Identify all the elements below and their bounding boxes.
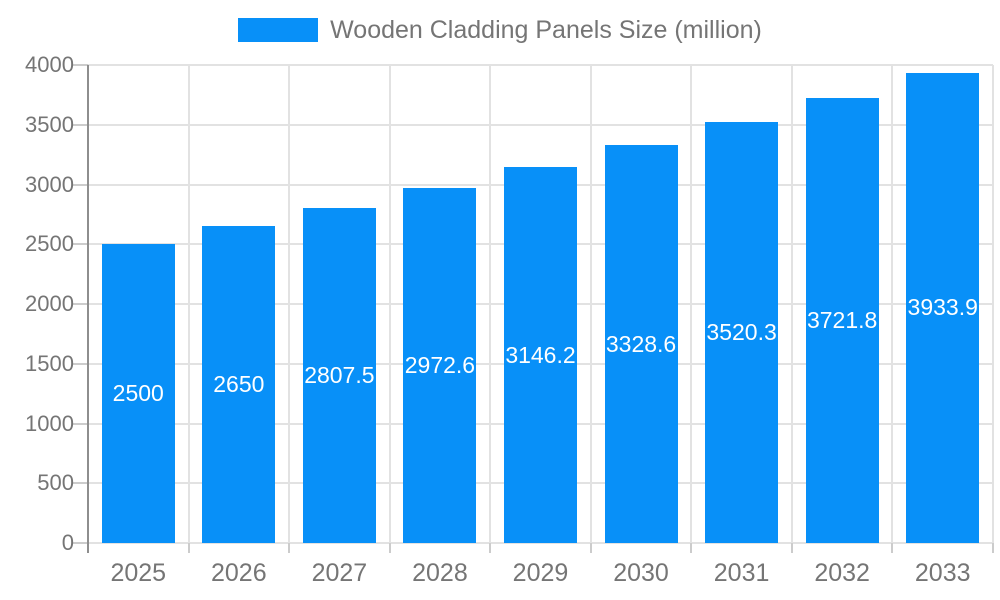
y-axis-tick	[73, 243, 88, 246]
y-axis-tick	[73, 123, 88, 126]
legend[interactable]: Wooden Cladding Panels Size (million)	[0, 14, 1000, 46]
bar-value-label: 2972.6	[404, 351, 476, 378]
y-axis-label: 3000	[25, 171, 74, 197]
y-axis-label: 1000	[25, 410, 74, 436]
legend-label: Wooden Cladding Panels Size (million)	[330, 15, 762, 44]
gridline-horizontal	[88, 542, 993, 544]
y-axis-label: 0	[61, 530, 74, 555]
bar-value-label: 3146.2	[505, 341, 576, 368]
bar-value-label: 3328.6	[605, 330, 677, 357]
x-axis-label-2031: 2031	[713, 559, 770, 587]
bar-2030[interactable]: 3328.6	[604, 145, 678, 543]
gridline-vertical	[790, 65, 793, 543]
bar-value-label: 3933.9	[907, 294, 978, 321]
y-axis-tick	[73, 482, 88, 485]
gridline-vertical	[992, 65, 994, 543]
bar-value-label: 3520.3	[706, 319, 777, 346]
gridline-vertical	[589, 65, 592, 543]
y-axis-label: 2500	[25, 231, 74, 257]
bar-value-label: 2500	[112, 380, 164, 407]
x-axis-label-2029: 2029	[512, 559, 569, 587]
x-axis-label-2026: 2026	[211, 559, 267, 587]
gridline-vertical	[690, 65, 693, 543]
y-axis-label: 1500	[25, 350, 74, 376]
bar-value-label: 2650	[213, 371, 265, 398]
y-axis-label: 3500	[25, 111, 74, 137]
bar-value-label: 2807.5	[304, 361, 375, 388]
gridline-vertical	[489, 65, 492, 543]
y-axis-tick	[73, 303, 88, 305]
x-axis-label-2033: 2033	[914, 559, 971, 587]
bar-2033[interactable]: 3933.9	[906, 72, 980, 543]
gridline-horizontal	[88, 64, 993, 66]
bar-2028[interactable]: 2972.6	[403, 187, 477, 543]
x-axis-tick	[489, 543, 492, 553]
gridline-vertical	[288, 65, 291, 543]
y-axis-label: 500	[37, 470, 74, 496]
x-axis-label-2027: 2027	[311, 559, 368, 587]
bar-2032[interactable]: 3721.8	[805, 98, 879, 543]
y-axis-tick	[73, 542, 88, 544]
x-axis-tick	[790, 543, 793, 553]
x-axis-tick	[288, 543, 291, 553]
bar-2029[interactable]: 3146.2	[504, 167, 577, 543]
y-axis-label: 4000	[25, 52, 74, 77]
x-axis-tick	[388, 543, 391, 553]
bar-2031[interactable]: 3520.3	[705, 122, 779, 543]
gridline-horizontal	[88, 123, 993, 126]
gridline-vertical	[891, 65, 894, 543]
bar-2025[interactable]: 2500	[101, 244, 175, 543]
x-axis-tick	[992, 543, 994, 553]
gridline-vertical	[187, 65, 190, 543]
bar-value-label: 3721.8	[806, 307, 878, 334]
y-axis-label: 2000	[25, 291, 74, 316]
legend-swatch-icon[interactable]	[238, 18, 319, 42]
y-axis-tick	[73, 64, 88, 66]
y-axis-tick	[73, 422, 88, 425]
x-axis-tick	[690, 543, 693, 553]
y-axis-tick	[73, 362, 88, 365]
y-axis-line	[87, 65, 89, 553]
bar-2026[interactable]: 2650	[202, 226, 276, 543]
x-axis-tick	[589, 543, 592, 553]
gridline-vertical	[388, 65, 391, 543]
x-axis-tick	[891, 543, 894, 553]
x-axis-label-2028: 2028	[412, 559, 468, 587]
x-axis-label-2032: 2032	[814, 559, 870, 587]
y-axis-tick	[73, 183, 88, 186]
x-axis-label-2030: 2030	[613, 559, 669, 587]
x-axis-label-2025: 2025	[110, 559, 167, 587]
bar-2027[interactable]: 2807.5	[302, 207, 376, 543]
x-axis-tick	[187, 543, 190, 553]
